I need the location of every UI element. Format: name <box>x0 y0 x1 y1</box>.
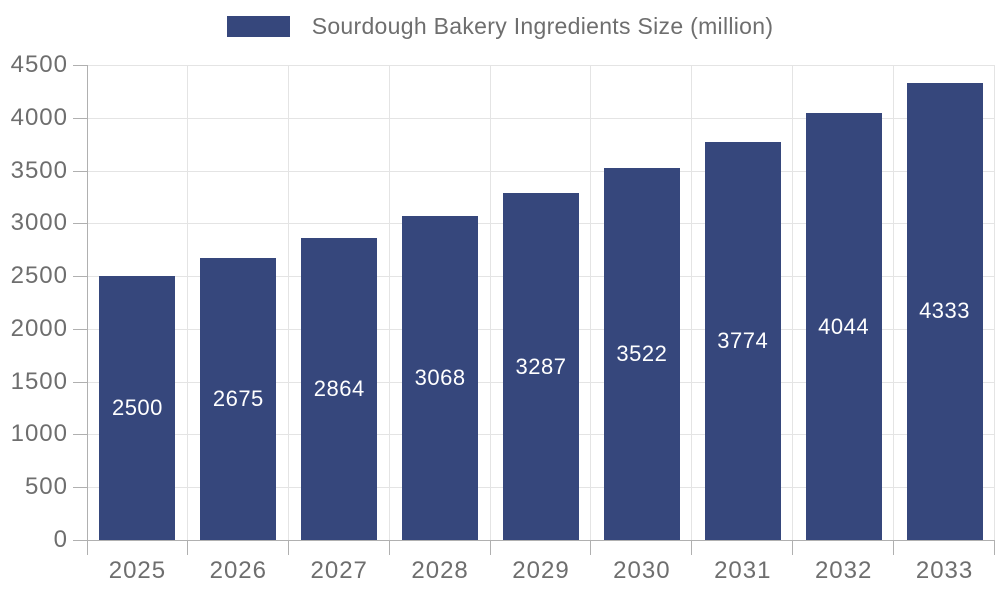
y-axis-tick <box>73 117 87 119</box>
x-axis-tick <box>388 540 390 555</box>
y-axis-tick <box>73 487 87 489</box>
bar-value-label: 4333 <box>919 298 971 324</box>
bar: 3068 <box>402 216 479 540</box>
y-tick-label: 3500 <box>10 156 68 184</box>
bar-value-label: 3068 <box>414 365 466 391</box>
x-axis-tick <box>691 540 693 555</box>
gridline-vertical <box>590 65 592 540</box>
x-tick-label: 2031 <box>714 557 772 584</box>
legend-swatch <box>226 16 290 37</box>
bar: 2864 <box>301 237 378 540</box>
x-axis-line <box>73 540 995 541</box>
bar: 2675 <box>200 257 277 540</box>
bar-value-label: 2864 <box>313 375 365 401</box>
gridline-horizontal <box>87 65 995 66</box>
bar: 3522 <box>603 168 680 540</box>
x-tick-label: 2025 <box>108 557 167 584</box>
x-tick-label: 2029 <box>512 557 570 584</box>
x-tick-label: 2026 <box>209 557 267 584</box>
bar-value-label: 3287 <box>515 353 567 379</box>
y-axis-tick <box>73 434 87 436</box>
y-axis-tick <box>73 170 87 172</box>
gridline-horizontal <box>87 117 995 119</box>
x-tick-label: 2032 <box>814 557 873 584</box>
x-axis-tick <box>287 540 289 555</box>
x-tick-label: 2028 <box>411 557 469 584</box>
y-axis-labels: 0 500 1000 1500 2000 2500 3000 3500 4000 4500 <box>0 51 68 553</box>
y-axis-tick <box>73 276 87 278</box>
y-tick-label: 0 <box>53 526 68 553</box>
y-tick-label: 2500 <box>10 262 68 290</box>
gridline-vertical <box>388 65 390 540</box>
y-axis-tick <box>73 65 87 66</box>
x-axis-labels: 2025 2026 2027 2028 2029 2030 2031 2032 2033 <box>87 554 995 588</box>
bar: 2500 <box>99 276 176 540</box>
bar-value-label: 2500 <box>111 395 163 421</box>
y-tick-label: 3000 <box>10 209 68 237</box>
bar-value-label: 3522 <box>616 341 668 367</box>
y-tick-label: 2000 <box>10 314 68 342</box>
x-axis-tick <box>489 540 491 555</box>
gridline-vertical <box>994 65 995 540</box>
x-axis-tick <box>994 540 995 555</box>
legend-label: Sourdough Bakery Ingredients Size (milli… <box>311 13 774 39</box>
gridline-vertical <box>792 65 794 540</box>
chart-legend: Sourdough Bakery Ingredients Size (milli… <box>0 13 1000 40</box>
y-axis-tick <box>73 223 87 225</box>
bar: 3287 <box>503 193 579 540</box>
bar: 4333 <box>906 82 983 540</box>
gridline-horizontal <box>87 170 995 172</box>
y-tick-label: 1000 <box>10 420 68 448</box>
x-axis-tick <box>893 540 895 555</box>
gridline-vertical <box>186 65 188 540</box>
x-axis-tick <box>590 540 592 555</box>
y-axis-tick <box>73 381 87 383</box>
gridline-vertical <box>489 65 491 540</box>
plot-area: 2500 2675 2864 3068 3287 3522 3774 4044 4333 <box>87 65 995 540</box>
y-tick-label: 4500 <box>10 51 68 78</box>
y-tick-label: 500 <box>24 473 68 501</box>
bar: 3774 <box>704 141 781 540</box>
y-axis-tick <box>73 328 87 330</box>
bar-value-label: 3774 <box>717 327 769 353</box>
y-tick-label: 4000 <box>10 103 68 131</box>
bar-value-label: 2675 <box>212 385 264 411</box>
gridline-vertical <box>893 65 895 540</box>
y-axis-tick <box>73 540 87 541</box>
gridline-vertical <box>691 65 693 540</box>
x-tick-label: 2027 <box>310 557 368 584</box>
x-tick-label: 2030 <box>613 557 671 584</box>
y-tick-label: 1500 <box>10 367 68 395</box>
x-axis-tick <box>792 540 794 555</box>
x-tick-label: 2033 <box>915 557 974 584</box>
x-axis-tick <box>186 540 188 555</box>
y-axis-line <box>87 65 88 555</box>
bar-value-label: 4044 <box>818 313 870 339</box>
gridline-vertical <box>287 65 289 540</box>
bar: 4044 <box>805 113 882 540</box>
